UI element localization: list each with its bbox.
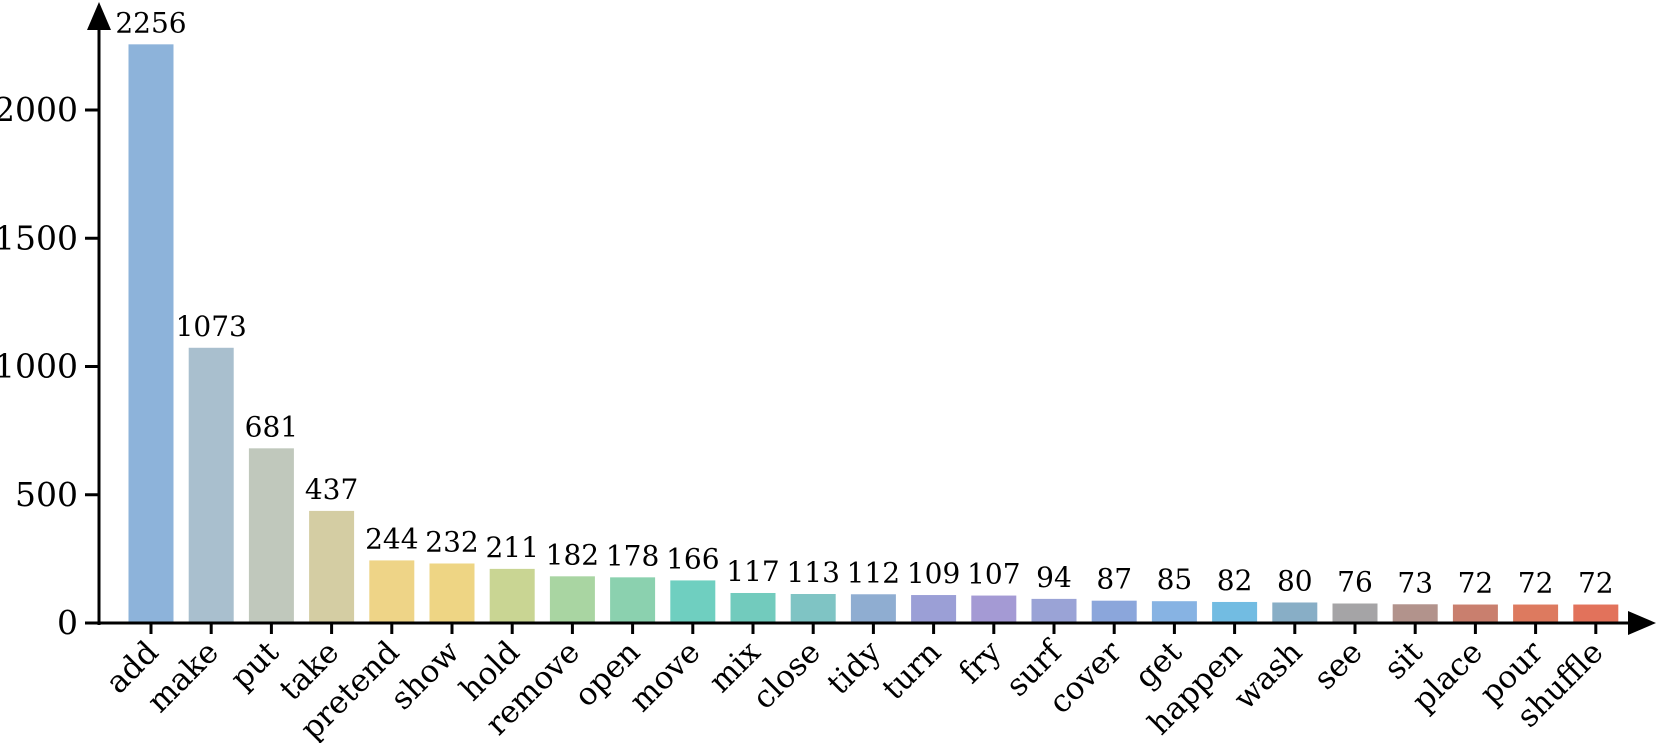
bar-pretend [369,560,415,622]
bar-value-label: 85 [1157,563,1193,596]
x-tick-label: close [746,634,828,716]
bar-value-label: 232 [425,525,478,558]
bar-value-label: 437 [305,473,358,506]
bar-tidy [850,594,896,622]
x-axis-arrowhead-icon [1628,611,1656,635]
bar-pour [1513,604,1559,622]
y-tick-label: 0 [57,603,78,642]
bar-value-label: 112 [847,556,900,589]
bar-get [1151,601,1197,622]
bar-close [790,594,836,622]
bar-sit [1392,604,1438,622]
x-tick-label: see [1307,634,1370,697]
bar-wash [1272,602,1318,622]
bar-surf [1031,598,1077,622]
bar-value-label: 166 [666,542,719,575]
bar-value-label: 94 [1036,561,1072,594]
x-tick-label: tidy [820,634,888,702]
bar-value-label: 244 [365,522,418,555]
bar-cover [1091,600,1137,622]
bar-remove [549,576,595,622]
bar-value-label: 2256 [115,6,186,39]
y-tick-label: 2000 [0,90,78,129]
bar-fry [971,595,1017,622]
bar-value-label: 107 [967,558,1020,591]
x-tick-label: fry [952,634,1009,691]
bar-take [309,510,355,622]
y-tick-label: 500 [15,475,78,514]
bar-value-label: 1073 [176,310,247,343]
bar-see [1332,603,1378,622]
y-tick-label: 1000 [0,347,78,386]
bar-open [610,577,656,622]
x-tick-label: move [623,634,708,719]
bar-place [1452,604,1498,622]
bar-happen [1212,601,1258,622]
bar-move [670,580,716,622]
bar-show [429,563,475,622]
bar-mix [730,592,776,622]
bar-put [248,448,294,622]
bar-value-label: 76 [1337,566,1373,599]
bar-value-label: 211 [485,531,538,564]
y-axis-arrowhead-icon [87,2,111,30]
x-tick-label: turn [875,634,948,707]
bar-value-label: 113 [786,556,839,589]
x-tick-label: place [1405,634,1490,719]
bar-value-label: 87 [1096,563,1132,596]
bar-value-label: 182 [546,538,599,571]
x-tick-label: wash [1227,634,1310,717]
bar-turn [911,595,957,622]
bar-make [188,347,234,622]
bar-add [128,44,174,622]
x-tick-label: make [140,634,226,720]
bar-shuffle [1573,604,1619,622]
bar-value-label: 109 [907,557,960,590]
x-tick-label: show [384,634,467,717]
bar-value-label: 117 [726,555,779,588]
bar-value-label: 72 [1518,567,1554,600]
bar-hold [489,568,535,622]
bar-value-label: 82 [1217,564,1253,597]
bar-value-label: 80 [1277,564,1313,597]
bar-value-label: 72 [1458,567,1494,600]
bar-value-label: 73 [1397,566,1433,599]
bar-value-label: 178 [606,539,659,572]
y-tick-label: 1500 [0,218,78,257]
bar-value-label: 681 [245,410,298,443]
bar-value-label: 72 [1578,567,1614,600]
